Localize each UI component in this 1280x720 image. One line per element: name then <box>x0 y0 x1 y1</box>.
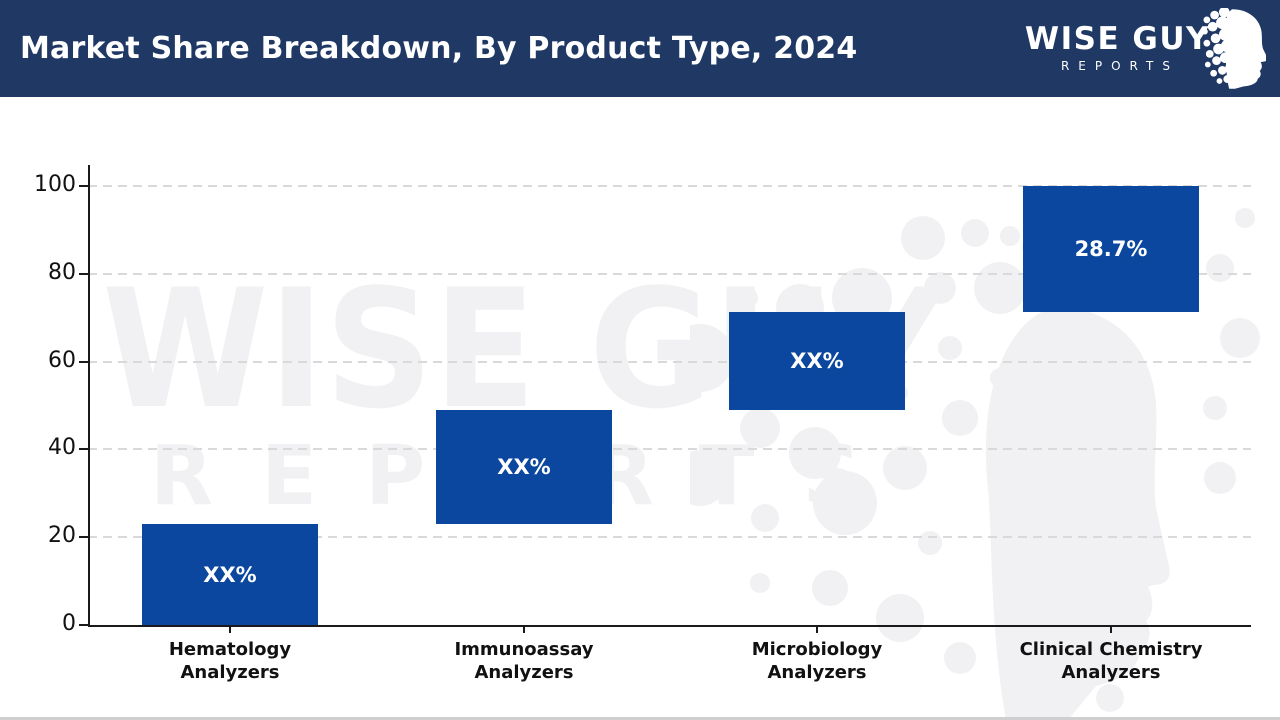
y-tick-label-60: 60 <box>48 347 76 373</box>
y-tick-mark-100 <box>79 185 88 187</box>
bar-hematology-analyzers: XX% <box>142 524 318 625</box>
logo-name-text: WISE GUY <box>1024 21 1210 57</box>
gridline-100 <box>88 185 1251 187</box>
header-bar: Market Share Breakdown, By Product Type,… <box>0 0 1280 97</box>
y-axis-line <box>88 165 90 627</box>
y-tick-mark-40 <box>79 448 88 451</box>
x-tick-mark-clinical-chemistry-analyzers <box>1110 627 1112 633</box>
wiseguy-head-icon <box>1202 7 1266 89</box>
bar-value-label: XX% <box>497 454 551 479</box>
y-tick-label-20: 20 <box>48 523 76 549</box>
bar-value-label: XX% <box>790 348 844 373</box>
bar-immunoassay-analyzers: XX% <box>436 409 612 524</box>
x-tick-mark-immunoassay-analyzers <box>523 627 525 633</box>
gridline-60 <box>88 360 1251 363</box>
gridline-80 <box>88 272 1251 275</box>
y-tick-label-40: 40 <box>48 435 76 461</box>
bottom-border-line <box>0 717 1280 720</box>
wiseguy-logo-text: WISE GUY REPORTS <box>1024 21 1210 74</box>
x-tick-mark-microbiology-analyzers <box>816 627 818 633</box>
x-category-label-microbiology-analyzers: Microbiology Analyzers <box>751 639 883 683</box>
x-tick-mark-hematology-analyzers <box>229 627 231 633</box>
x-category-label-clinical-chemistry-analyzers: Clinical Chemistry Analyzers <box>1019 639 1203 683</box>
y-tick-label-80: 80 <box>48 259 76 285</box>
y-tick-mark-0 <box>79 624 88 626</box>
x-axis-line <box>88 625 1251 627</box>
wiseguy-logo: WISE GUY REPORTS <box>1024 7 1266 90</box>
x-category-label-hematology-analyzers: Hematology Analyzers <box>168 639 292 683</box>
chart-title: Market Share Breakdown, By Product Type,… <box>20 31 858 66</box>
y-tick-mark-80 <box>79 272 88 275</box>
gridline-20 <box>88 536 1251 539</box>
gridline-40 <box>88 448 1251 451</box>
x-category-label-immunoassay-analyzers: Immunoassay Analyzers <box>454 639 594 683</box>
y-tick-mark-20 <box>79 536 88 539</box>
bar-microbiology-analyzers: XX% <box>729 311 905 410</box>
y-tick-label-100: 100 <box>34 172 76 197</box>
logo-sub-text: REPORTS <box>1060 59 1179 73</box>
y-tick-label-0: 0 <box>62 611 76 636</box>
y-tick-mark-60 <box>79 360 88 363</box>
bar-value-label: 28.7% <box>1074 236 1148 261</box>
bar-clinical-chemistry-analyzers: 28.7% <box>1023 186 1199 312</box>
bar-value-label: XX% <box>203 562 257 587</box>
